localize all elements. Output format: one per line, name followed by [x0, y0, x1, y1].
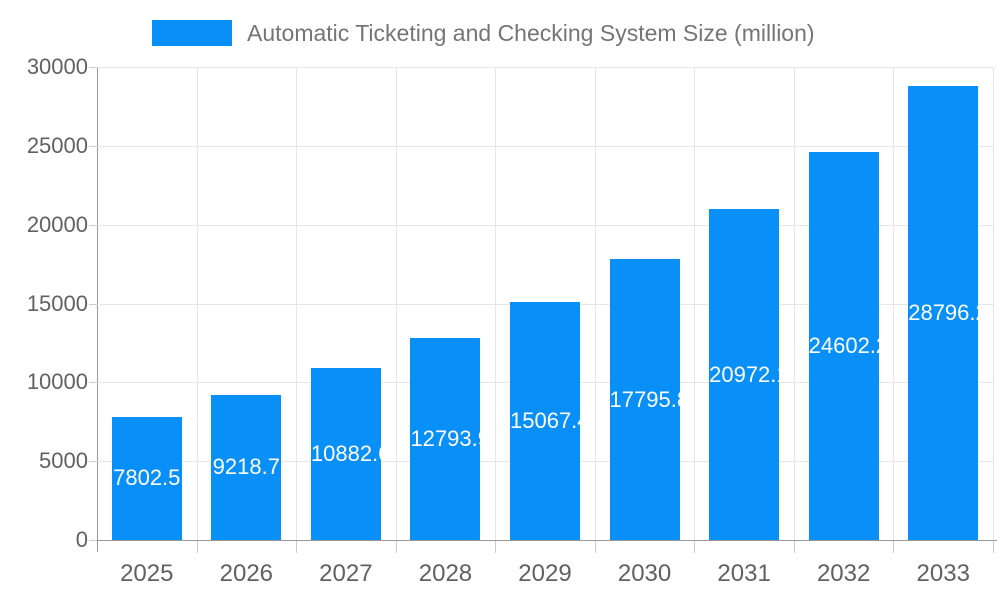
bar-2027[interactable]: 10882.6	[310, 368, 381, 540]
x-axis-tick	[296, 541, 298, 553]
legend[interactable]: Automatic Ticketing and Checking System …	[152, 18, 815, 48]
bar-value-label: 7802.5	[113, 465, 181, 491]
gridline-h	[97, 67, 993, 68]
x-axis-tick-label: 2029	[518, 560, 572, 587]
y-axis-tick	[89, 540, 97, 541]
x-axis-tick	[395, 541, 397, 553]
x-axis-tick-label: 2025	[120, 560, 174, 587]
x-axis-line	[89, 540, 997, 541]
bar-2029[interactable]: 15067.4	[510, 302, 580, 540]
bar-value-label: 12793.9	[410, 426, 480, 452]
bar-value-label: 17795.8	[609, 386, 680, 412]
y-axis-tick-label: 5000	[39, 448, 88, 474]
x-axis-tick	[694, 541, 696, 553]
bar-value-label: 28796.2	[908, 299, 978, 325]
gridline-v	[296, 67, 298, 540]
x-axis-tick	[196, 541, 198, 553]
x-axis-tick-label: 2033	[916, 560, 970, 587]
x-axis-tick	[495, 541, 497, 553]
gridline-v	[594, 67, 596, 540]
y-axis-tick	[89, 224, 97, 226]
x-axis-tick	[594, 541, 596, 553]
legend-label: Automatic Ticketing and Checking System …	[247, 19, 815, 46]
bar-value-label: 10882.6	[310, 441, 381, 467]
y-axis-tick-label: 20000	[26, 211, 88, 237]
bar-value-label: 9218.7	[212, 454, 280, 480]
x-axis-tick-label: 2030	[617, 560, 672, 587]
x-axis-tick-label: 2032	[816, 560, 871, 587]
gridline-v	[793, 67, 795, 540]
x-axis-tick	[893, 541, 895, 553]
x-axis-tick-label: 2028	[418, 560, 473, 587]
bar-2031[interactable]: 20972.1	[709, 209, 780, 540]
y-axis-tick	[89, 382, 97, 384]
bar-2032[interactable]: 24602.2	[808, 152, 879, 540]
y-axis-tick	[89, 145, 97, 147]
y-axis-tick-label: 30000	[26, 54, 88, 79]
bar-2033[interactable]: 28796.2	[908, 85, 979, 540]
gridline-v	[395, 67, 397, 540]
gridline-v	[495, 67, 497, 540]
bar-value-label: 15067.4	[510, 408, 580, 434]
bar-value-label: 20972.1	[709, 361, 779, 387]
y-axis-tick	[89, 67, 97, 68]
x-axis-tick	[993, 541, 994, 553]
y-axis-tick-label: 15000	[26, 290, 88, 316]
y-axis-tick-label: 10000	[26, 369, 88, 395]
x-axis-tick	[793, 541, 795, 553]
gridline-h	[97, 145, 993, 147]
bar-2025[interactable]: 7802.5	[111, 416, 182, 540]
y-axis-tick	[89, 303, 97, 305]
y-axis-tick-label: 0	[75, 527, 88, 552]
y-axis-tick-label: 25000	[26, 132, 88, 158]
x-axis-tick-label: 2026	[219, 560, 274, 587]
bar-value-label: 24602.2	[808, 333, 879, 359]
gridline-v	[893, 67, 895, 540]
gridline-v	[694, 67, 696, 540]
bar-2026[interactable]: 9218.7	[211, 394, 282, 540]
legend-swatch	[152, 20, 232, 46]
gridline-v	[196, 67, 198, 540]
x-axis-tick-label: 2031	[717, 560, 771, 587]
y-axis-line	[97, 67, 98, 552]
gridline-h	[97, 224, 993, 226]
x-axis-tick-label: 2027	[319, 560, 373, 587]
plot-area: 7802.5 9218.7 10882.6 12793.9 15067.4 17795.8…	[97, 67, 994, 540]
gridline-v	[993, 67, 994, 540]
y-axis-tick	[89, 461, 97, 463]
bar-2028[interactable]: 12793.9	[410, 338, 481, 540]
bar-2030[interactable]: 17795.8	[609, 259, 680, 540]
